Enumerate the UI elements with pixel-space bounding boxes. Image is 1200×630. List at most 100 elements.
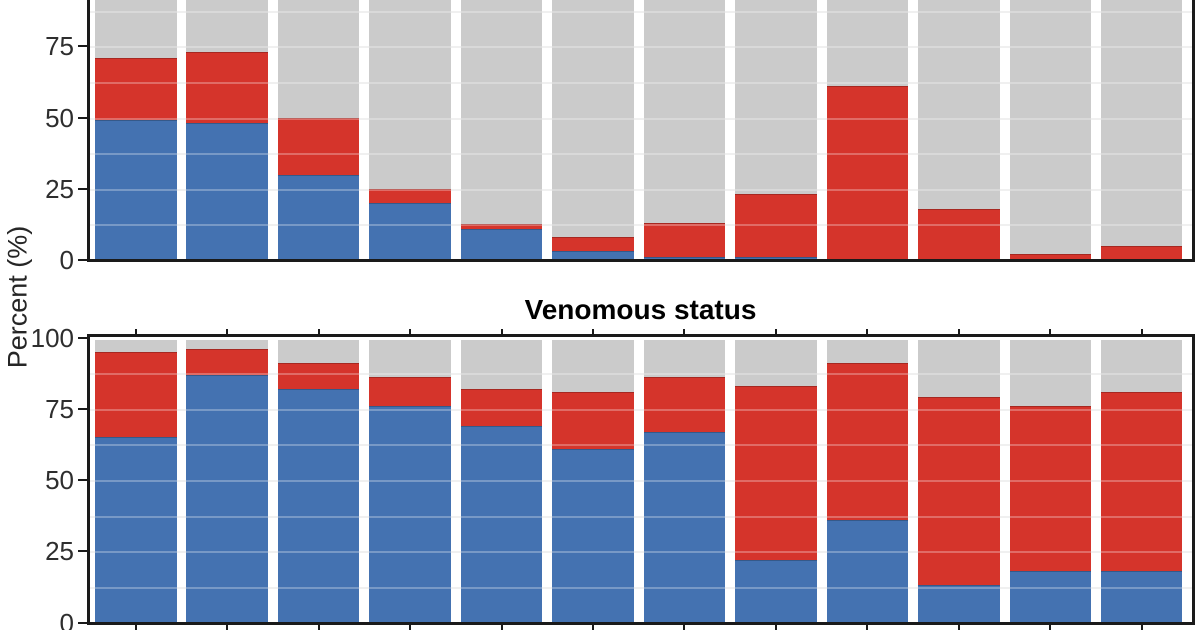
bar-segment-red (643, 222, 726, 258)
bar-segment-red (552, 237, 634, 252)
bar-segment-red (826, 363, 909, 520)
bar-segment-red (277, 363, 360, 389)
gridline-over (89, 153, 1192, 156)
gridline-under (89, 444, 1192, 447)
panel-top-border (87, 334, 1195, 337)
bar-segment-red (1100, 391, 1183, 572)
bar-segment-red (460, 224, 543, 229)
bar-segment-red (735, 194, 817, 258)
gridline-under (89, 117, 1192, 120)
bar-segment-grey (1009, 339, 1092, 406)
panel-right-border (1192, 0, 1195, 262)
bar-segment-grey (369, 339, 451, 378)
bar-segment-red (735, 385, 817, 560)
x-tick-mark-top (1140, 329, 1143, 334)
x-tick-mark-bottom (134, 624, 137, 630)
x-axis-line (87, 259, 1195, 262)
bar-segment-red (1100, 245, 1183, 260)
gridline-over (89, 188, 1192, 191)
bar-segment-grey (369, 0, 451, 189)
y-tick-label: 75 (45, 31, 74, 62)
bar-segment-blue (369, 405, 451, 623)
bar-segment-grey (735, 339, 817, 386)
gridline-under (89, 224, 1192, 227)
bar-segment-grey (918, 0, 1000, 209)
gridline-under (89, 81, 1192, 84)
gridline-over (89, 515, 1192, 518)
bar-segment-grey (277, 339, 360, 364)
bar-segment-grey (643, 0, 726, 223)
bar-segment-red (918, 397, 1000, 586)
gridline-under (89, 586, 1192, 589)
bar-segment-red (369, 188, 451, 203)
x-tick-mark-bottom (1140, 624, 1143, 630)
x-tick-mark-top (134, 329, 137, 334)
gridline-over (89, 444, 1192, 447)
y-axis-line (87, 0, 90, 262)
x-tick-mark-bottom (409, 624, 412, 630)
x-tick-mark-top (683, 329, 686, 334)
bar-segment-grey (1100, 0, 1183, 246)
y-tick-label: 50 (45, 465, 74, 495)
y-tick-mark (77, 259, 87, 262)
y-tick-mark (77, 116, 87, 119)
x-tick-mark-top (592, 329, 595, 334)
y-tick-label: 0 (59, 607, 74, 630)
y-tick-mark (77, 479, 87, 482)
bar-segment-blue (186, 123, 268, 260)
x-tick-mark-top (957, 329, 960, 334)
y-axis-line (87, 334, 90, 625)
gridline-over (89, 81, 1192, 84)
gridline-over (89, 46, 1192, 49)
x-axis-line (87, 621, 1195, 625)
gridline-over (89, 224, 1192, 227)
x-tick-mark-top (866, 329, 869, 334)
bar-segment-blue (95, 120, 177, 260)
bar-segment-grey (826, 0, 909, 87)
gridline-under (89, 551, 1192, 554)
bar-segment-blue (643, 431, 726, 623)
y-tick-label: 100 (30, 322, 74, 353)
y-tick-mark (77, 550, 87, 553)
bar-segment-blue (460, 228, 543, 260)
gridline-over (89, 586, 1192, 589)
y-tick-label: 25 (45, 536, 74, 567)
bar-segment-grey (186, 339, 268, 349)
bar-segment-blue (277, 388, 360, 623)
gridline-over (89, 408, 1192, 411)
x-tick-mark-bottom (226, 624, 229, 630)
gridline-under (89, 10, 1192, 13)
bar-segment-grey (460, 339, 543, 389)
x-tick-mark-top (226, 329, 229, 334)
gridline-over (89, 10, 1192, 13)
bar-segment-red (1009, 254, 1092, 260)
bar-segment-red (1009, 405, 1092, 572)
gridline-over (89, 551, 1192, 554)
gridline-over (89, 373, 1192, 376)
y-tick-label: 75 (45, 393, 74, 424)
bar-segment-grey (95, 339, 177, 352)
x-tick-mark-bottom (774, 624, 777, 630)
x-tick-mark-bottom (683, 624, 686, 630)
bar-segment-blue (735, 257, 817, 260)
y-tick-label: 0 (59, 245, 74, 275)
bar-segment-grey (643, 339, 726, 378)
bar-segment-grey (95, 0, 177, 58)
bar-segment-blue (369, 203, 451, 260)
x-tick-mark-bottom (866, 624, 869, 630)
x-tick-mark-top (500, 329, 503, 334)
bar-segment-red (918, 208, 1000, 260)
bar-segment-red (95, 57, 177, 121)
x-tick-mark-top (1049, 329, 1052, 334)
panel-right-border (1192, 334, 1195, 625)
x-tick-mark-bottom (500, 624, 503, 630)
gridline-over (89, 117, 1192, 120)
bar-segment-red (460, 388, 543, 426)
bar-segment-red (552, 391, 634, 449)
bar-segment-grey (186, 0, 268, 52)
bar-segment-grey (1100, 339, 1183, 392)
bar-segment-grey (277, 0, 360, 118)
bar-segment-blue (826, 519, 909, 623)
gridline-under (89, 515, 1192, 518)
